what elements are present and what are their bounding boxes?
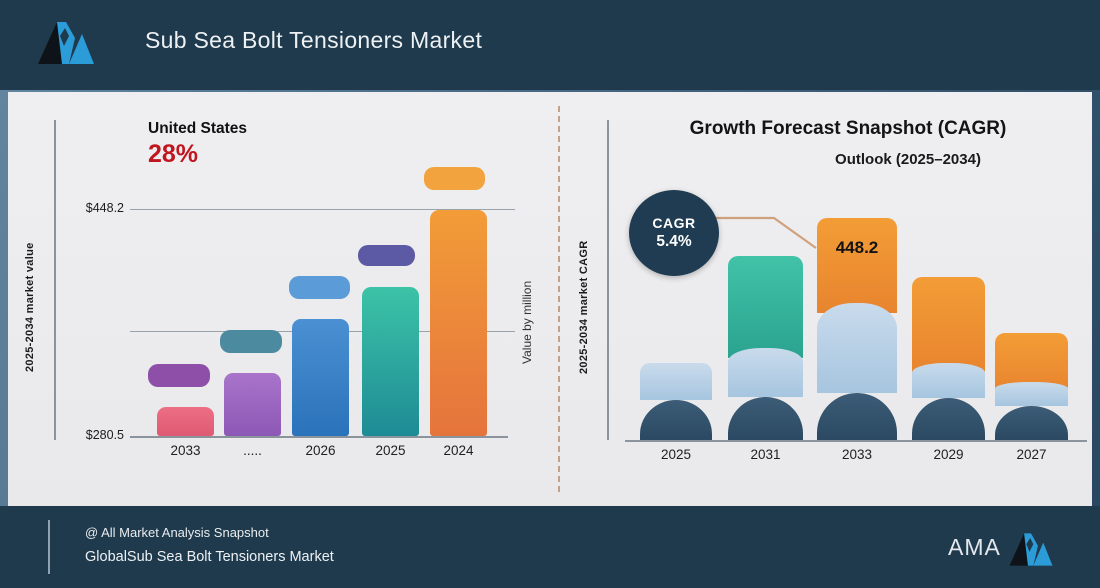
right-x-axis-line <box>625 440 1087 442</box>
left-bar-cap-..... <box>220 330 282 353</box>
right-bar-2031-segment-teal <box>728 256 803 358</box>
left-x-label-2033: 2033 <box>170 443 201 458</box>
right-bar-2027 <box>995 333 1068 440</box>
bar-value-annotation: 448.2 <box>835 238 879 257</box>
ama-logo-icon <box>38 22 94 64</box>
right-bar-2025-segment-navy <box>640 400 712 440</box>
right-bar-2027-segment-lightblue <box>995 382 1068 406</box>
left-bar-cap-2025 <box>358 245 415 266</box>
left-bar-cap-2026 <box>289 276 350 299</box>
cagr-badge-label: CAGR <box>652 215 696 231</box>
right-bar-2029 <box>912 277 985 440</box>
right-bar-2031 <box>728 256 803 440</box>
footer-brand-text: AMA <box>948 534 1001 560</box>
left-bar-2033 <box>157 407 214 436</box>
cagr-badge-value: 5.4% <box>656 233 692 250</box>
left-y-axis-title: 2025-2034 market value <box>24 242 36 372</box>
right-bar-2025-segment-lightblue <box>640 363 712 400</box>
footer: @ All Market Analysis Snapshot GlobalSub… <box>0 506 1100 588</box>
right-chart-title: Growth Forecast Snapshot (CAGR) <box>689 118 1007 139</box>
right-bar-2031-segment-lightblue <box>728 348 803 397</box>
right-bar-2029-segment-orange <box>912 277 985 373</box>
right-y-axis-line <box>607 120 609 440</box>
right-bar-2033-segment-lightblue <box>817 303 897 393</box>
left-x-label-2026: 2026 <box>305 443 336 458</box>
charts-panel: 2025-2034 market value United States 28%… <box>8 92 1092 506</box>
right-bar-2029-segment-navy <box>912 398 985 440</box>
unit-note: Value by million <box>520 280 534 364</box>
right-bar-2033-segment-navy <box>817 393 897 440</box>
left-bar-2024 <box>430 210 487 436</box>
left-bar-2026 <box>292 319 349 436</box>
right-bar-2033: 448.2 <box>817 218 897 440</box>
badge-connector-line <box>714 216 817 249</box>
left-bar-2025 <box>362 287 419 436</box>
left-x-label-.....: ..... <box>243 443 262 458</box>
right-x-label-2029: 2029 <box>933 447 964 462</box>
footer-ama-logo-icon <box>1009 533 1053 566</box>
page-title: Sub Sea Bolt Tensioners Market <box>145 27 483 53</box>
footer-market-text: GlobalSub Sea Bolt Tensioners Market <box>85 549 334 565</box>
right-x-label-2031: 2031 <box>750 447 781 462</box>
right-bar-2029-segment-lightblue <box>912 363 985 398</box>
right-x-label-2025: 2025 <box>660 447 692 462</box>
left-bar-..... <box>224 373 281 436</box>
footer-divider-line <box>48 520 50 574</box>
left-x-label-2025: 2025 <box>375 443 406 458</box>
right-bar-2027-segment-navy <box>995 406 1068 440</box>
right-chart-subtitle: Outlook (2025–2034) <box>835 151 981 168</box>
left-bar-cap-2033 <box>148 364 210 387</box>
y-tick-top: $448.2 <box>85 201 124 215</box>
left-x-axis-line <box>130 436 508 438</box>
region-label: United States <box>148 120 248 137</box>
right-x-label-2033: 2033 <box>841 447 873 462</box>
right-x-label-2027: 2027 <box>1016 447 1047 462</box>
highlight-percentage: 28% <box>148 140 199 168</box>
left-x-label-2024: 2024 <box>443 443 474 458</box>
right-bar-2031-segment-navy <box>728 397 803 440</box>
cagr-badge: CAGR 5.4% <box>629 190 719 276</box>
right-y-axis-title: 2025-2034 market CAGR <box>578 240 590 374</box>
panel-divider <box>558 106 560 492</box>
left-y-axis-line <box>54 120 56 440</box>
gridline-top <box>130 209 515 210</box>
right-bar-2025 <box>640 363 712 440</box>
left-bar-cap-2024 <box>424 167 485 190</box>
header: Sub Sea Bolt Tensioners Market <box>0 0 1100 90</box>
y-tick-bottom: $280.5 <box>85 428 124 442</box>
footer-snapshot-text: @ All Market Analysis Snapshot <box>85 525 269 540</box>
right-bar-2033-segment-orange <box>817 218 897 313</box>
